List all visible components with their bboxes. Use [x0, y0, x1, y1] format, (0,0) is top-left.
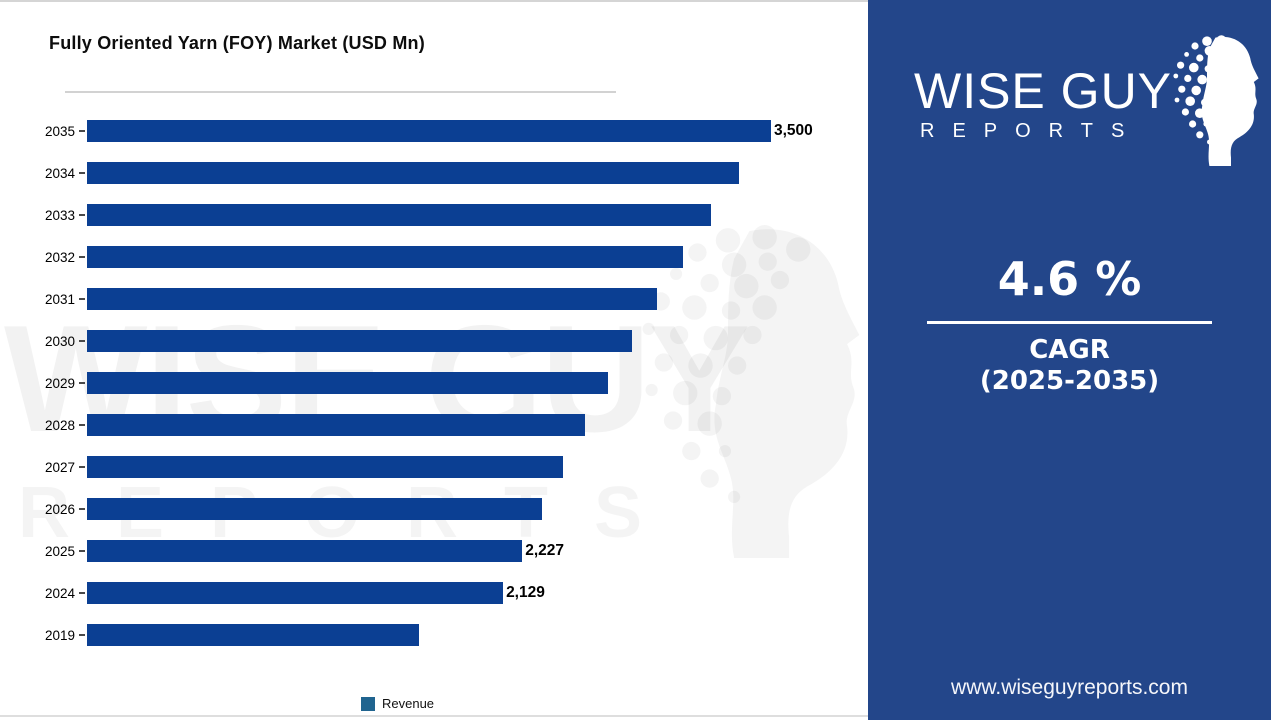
legend-label: Revenue: [382, 696, 435, 711]
y-axis-tick-label: 2027: [44, 459, 75, 475]
logo-wordmark: WISE GUY: [914, 63, 1173, 119]
logo-reports-text: REPORTS: [920, 120, 1143, 142]
revenue-bar: [87, 372, 608, 394]
bar-row: 2035 3,500: [0, 110, 868, 152]
bar-value-label: 2,227: [525, 542, 565, 559]
cagr-period: (2025-2035): [979, 366, 1160, 396]
y-axis-tick-mark: [79, 214, 85, 216]
bar-value-label: 3,500: [774, 122, 813, 139]
revenue-bar: [87, 246, 684, 268]
y-axis-tick-mark: [79, 508, 85, 510]
bar-track: 2,129: [87, 582, 868, 604]
wise-guy-reports-logo: WISE GUY REPORTS: [868, 0, 1271, 180]
cagr-divider-line: [927, 321, 1212, 324]
y-axis-tick-label: 2031: [44, 291, 75, 307]
bar-track: [87, 372, 868, 394]
bar-row: 2034: [0, 152, 868, 194]
bar-row: 2029: [0, 362, 868, 404]
y-axis-tick-mark: [79, 130, 85, 132]
y-axis-tick-label: 2026: [44, 501, 75, 517]
y-axis-tick-mark: [79, 592, 85, 594]
title-underline: [65, 91, 616, 93]
brand-sidebar: WISE GUY REPORTS 4.6 % CAGR (2025-2035) …: [868, 0, 1271, 720]
y-axis-tick-label: 2025: [44, 543, 75, 559]
y-axis-tick-label: 2029: [44, 375, 75, 391]
revenue-bar: [87, 120, 771, 142]
bar-track: 3,500: [87, 120, 868, 142]
revenue-bar: [87, 330, 632, 352]
website-url: www.wiseguyreports.com: [951, 676, 1188, 699]
chart-panel: WISE GUY REPORTS Fully Oriented Yarn (FO…: [0, 0, 868, 717]
bar-row: 2024 2,129: [0, 572, 868, 614]
y-axis-tick-label: 2033: [44, 207, 75, 223]
y-axis-tick-label: 2028: [44, 417, 75, 433]
y-axis-tick-mark: [79, 424, 85, 426]
y-axis-tick-label: 2035: [44, 123, 75, 139]
chart-legend: Revenue: [361, 696, 434, 711]
legend-marker-revenue: [361, 696, 375, 711]
y-axis-tick-label: 2024: [44, 585, 75, 601]
y-axis-tick-mark: [79, 634, 85, 636]
cagr-block: 4.6 % CAGR (2025-2035): [868, 252, 1271, 397]
bar-row: 2027: [0, 446, 868, 488]
bar-track: [87, 246, 868, 268]
bar-track: [87, 498, 868, 520]
revenue-bar: [87, 204, 711, 226]
plot-rows: 2035 3,500 2034 2033 2032 2031 2030 2029 2028 202…: [0, 110, 868, 656]
bar-row: 2031: [0, 278, 868, 320]
y-axis-tick-mark: [79, 466, 85, 468]
bar-value-label: 2,129: [506, 584, 545, 601]
revenue-bar: [87, 162, 740, 184]
bar-row: 2032: [0, 236, 868, 278]
logo-head-icon: [1173, 35, 1259, 166]
revenue-bar: [87, 540, 523, 562]
y-axis-tick-label: 2034: [44, 165, 75, 181]
bar-row: 2033: [0, 194, 868, 236]
cagr-label: CAGR: [1029, 335, 1110, 365]
bar-track: [87, 288, 868, 310]
y-axis-tick-label: 2030: [44, 333, 75, 349]
bar-row: 2030: [0, 320, 868, 362]
bar-track: [87, 330, 868, 352]
bar-row: 2028: [0, 404, 868, 446]
y-axis-tick-mark: [79, 340, 85, 342]
bar-row: 2025 2,227: [0, 530, 868, 572]
bar-track: [87, 204, 868, 226]
bar-track: [87, 414, 868, 436]
revenue-bar: [87, 582, 504, 604]
bar-track: [87, 162, 868, 184]
y-axis-tick-mark: [79, 298, 85, 300]
revenue-bar: [87, 456, 564, 478]
y-axis-tick-label: 2019: [44, 627, 75, 643]
y-axis-tick-label: 2032: [44, 249, 75, 265]
bar-track: [87, 456, 868, 478]
revenue-bar: [87, 414, 586, 436]
y-axis-tick-mark: [79, 172, 85, 174]
bar-track: 2,227: [87, 540, 868, 562]
top-divider-line: [0, 0, 868, 2]
chart-title: Fully Oriented Yarn (FOY) Market (USD Mn…: [49, 33, 425, 53]
y-axis-tick-mark: [79, 256, 85, 258]
cagr-value: 4.6 %: [997, 252, 1142, 306]
revenue-bar: [87, 288, 658, 310]
bar-track: [87, 624, 868, 646]
revenue-bar: [87, 624, 420, 646]
y-axis-tick-mark: [79, 382, 85, 384]
bar-row: 2019: [0, 614, 868, 656]
bar-row: 2026: [0, 488, 868, 530]
revenue-bar: [87, 498, 543, 520]
y-axis-tick-mark: [79, 550, 85, 552]
bottom-divider-line: [0, 715, 868, 717]
